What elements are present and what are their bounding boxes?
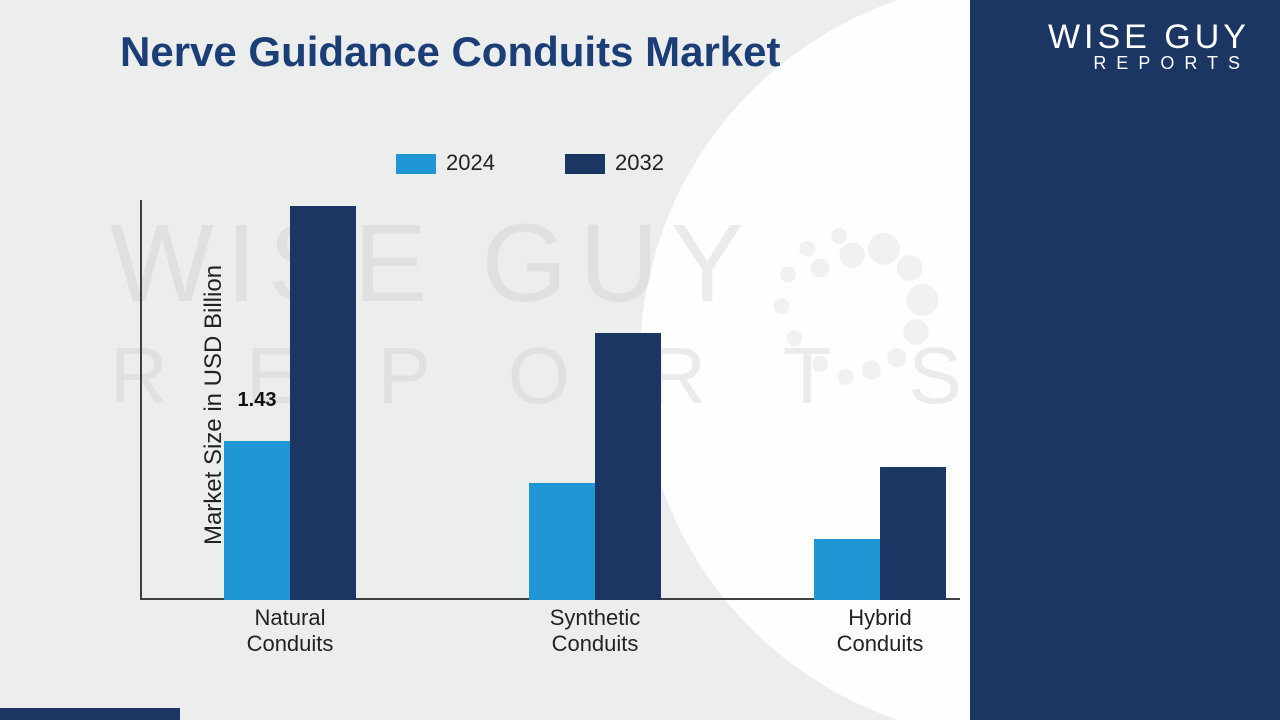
bar-2032 [880, 467, 946, 600]
side-panel [970, 0, 1280, 720]
bar-group [529, 333, 661, 600]
brand-logo: WISE GUY REPORTS [1048, 18, 1250, 74]
stage: WISE GUY REPORTS Nerve Guidance Conduits… [0, 0, 1280, 720]
category-label: NaturalConduits [200, 605, 380, 656]
bar-group [814, 467, 946, 600]
legend-label: 2032 [615, 150, 664, 175]
bar-2032 [290, 206, 356, 600]
chart: 20242032 Market Size in USD Billion Natu… [100, 140, 960, 670]
legend-label: 2024 [446, 150, 495, 175]
legend-item: 2032 [565, 150, 664, 176]
legend-swatch [396, 154, 436, 174]
bar-2024 [224, 441, 290, 600]
chart-title: Nerve Guidance Conduits Market [120, 28, 781, 76]
brand-top: WISE GUY [1048, 18, 1250, 57]
category-label: HybridConduits [790, 605, 970, 656]
bar-2032 [595, 333, 661, 600]
legend: 2024 2032 [100, 140, 960, 186]
legend-swatch [565, 154, 605, 174]
plot-area: NaturalConduits1.43SyntheticConduitsHybr… [140, 200, 960, 600]
bottom-accent-bar [0, 708, 180, 720]
category-label: SyntheticConduits [505, 605, 685, 656]
bar-2024 [814, 539, 880, 600]
bar-2024 [529, 483, 595, 600]
bar-value-label: 1.43 [238, 389, 277, 412]
legend-item: 2024 [396, 150, 495, 176]
y-axis-line [140, 200, 142, 600]
